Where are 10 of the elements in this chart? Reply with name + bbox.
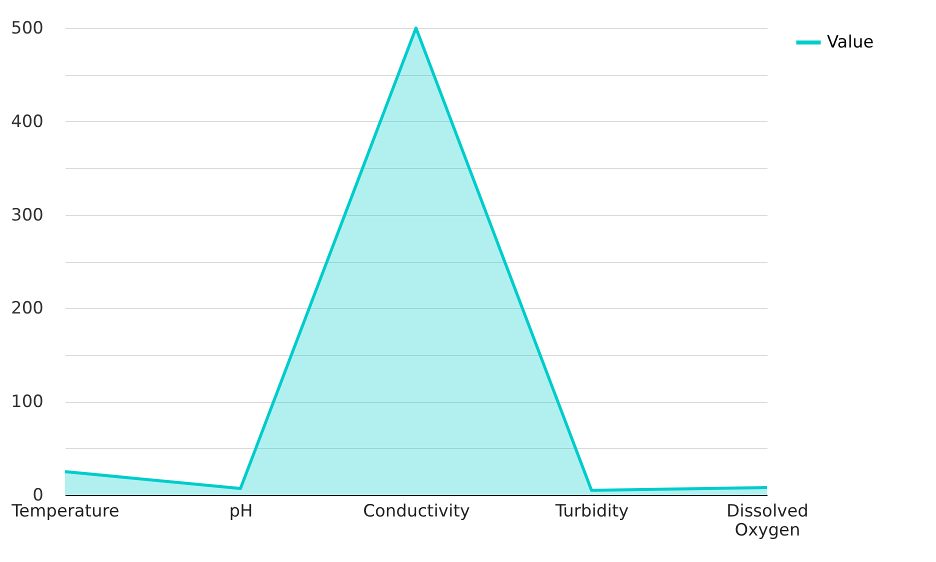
- y-tick-label: 500: [11, 18, 44, 38]
- x-tick-label: Conductivity: [363, 502, 470, 522]
- x-tick-label: Turbidity: [554, 502, 629, 522]
- y-tick-label: 100: [11, 392, 44, 412]
- y-tick-label: 400: [11, 112, 44, 132]
- y-tick-label: 200: [11, 298, 44, 319]
- x-tick-label: pH: [229, 502, 253, 522]
- legend-label: Value: [827, 32, 874, 52]
- y-tick-label: 300: [11, 205, 44, 226]
- x-tick-label: Dissolved Oxygen: [726, 502, 808, 540]
